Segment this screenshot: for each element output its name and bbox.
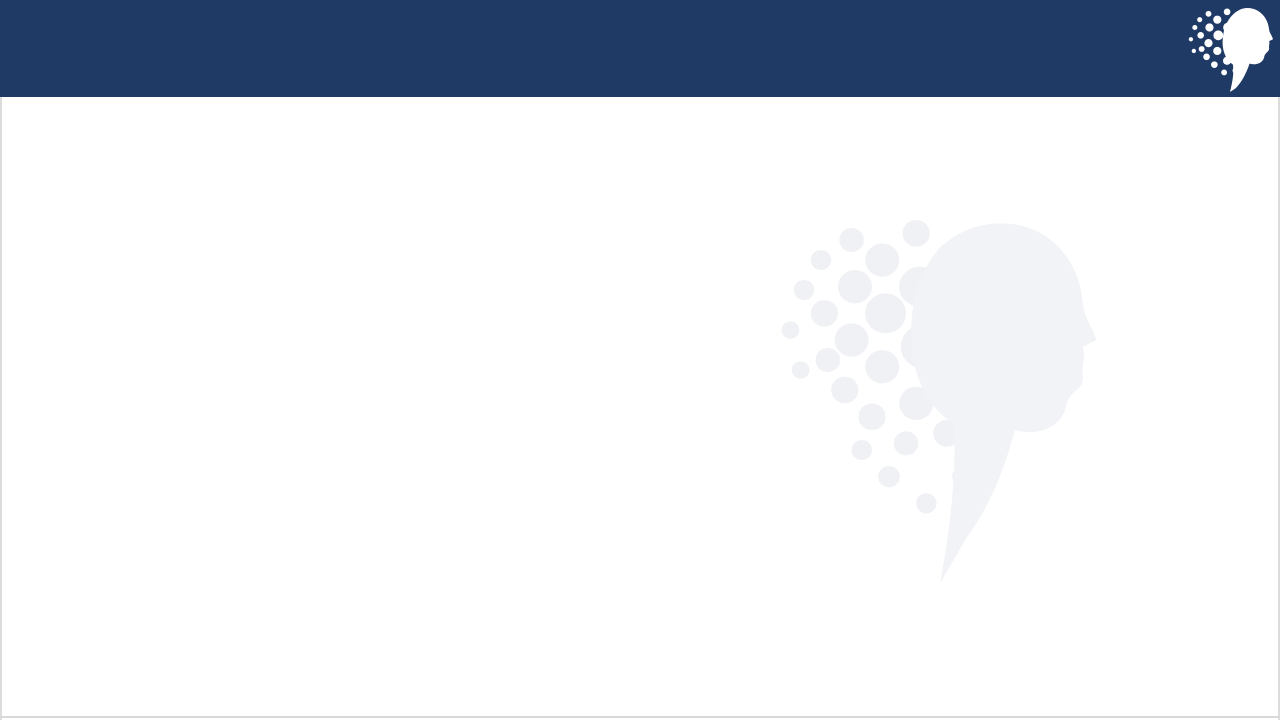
bottom-border — [0, 716, 1280, 718]
brand-logo-face-icon — [1188, 7, 1273, 92]
header-banner — [0, 0, 1280, 97]
watermark-dots-face — [781, 220, 1097, 584]
right-border — [1278, 97, 1280, 720]
left-border — [0, 97, 2, 720]
